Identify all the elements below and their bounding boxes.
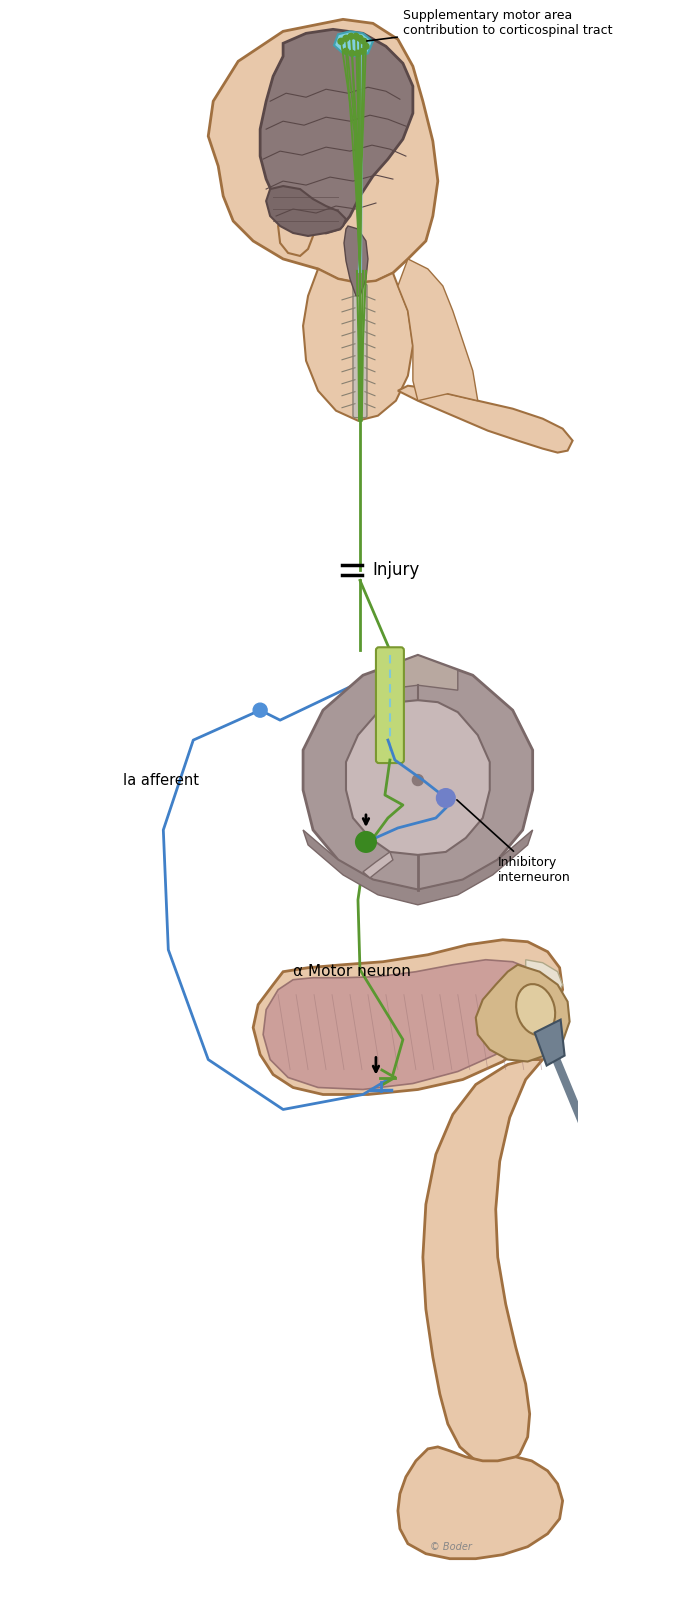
Polygon shape <box>266 186 346 236</box>
FancyBboxPatch shape <box>353 284 367 417</box>
Polygon shape <box>260 29 413 233</box>
Text: Injury: Injury <box>372 561 419 579</box>
Polygon shape <box>363 852 393 877</box>
Polygon shape <box>303 829 532 905</box>
Polygon shape <box>423 1060 543 1466</box>
Text: Inhibitory
interneuron: Inhibitory interneuron <box>457 800 571 884</box>
Circle shape <box>437 789 455 807</box>
Circle shape <box>357 35 363 42</box>
Polygon shape <box>334 32 373 56</box>
Circle shape <box>360 48 366 55</box>
Circle shape <box>353 34 359 40</box>
Circle shape <box>348 34 354 40</box>
Circle shape <box>338 38 344 45</box>
Circle shape <box>355 50 361 56</box>
Polygon shape <box>398 1447 563 1559</box>
Circle shape <box>349 50 355 56</box>
FancyBboxPatch shape <box>376 648 404 764</box>
Text: α Motor neuron: α Motor neuron <box>293 964 411 978</box>
Polygon shape <box>303 656 532 890</box>
Circle shape <box>412 775 423 786</box>
Polygon shape <box>209 19 438 282</box>
Polygon shape <box>263 959 543 1089</box>
Polygon shape <box>476 964 569 1062</box>
Circle shape <box>343 48 349 55</box>
Polygon shape <box>398 258 477 401</box>
Ellipse shape <box>516 985 555 1035</box>
Circle shape <box>253 703 267 717</box>
Polygon shape <box>534 1020 565 1065</box>
Polygon shape <box>278 200 313 257</box>
Circle shape <box>361 38 367 45</box>
Polygon shape <box>303 269 413 420</box>
Polygon shape <box>344 226 368 295</box>
Text: Ia afferent: Ia afferent <box>123 773 200 788</box>
Circle shape <box>356 832 376 852</box>
Circle shape <box>343 35 349 42</box>
Polygon shape <box>525 959 563 994</box>
Text: © Boder: © Boder <box>430 1541 472 1551</box>
Polygon shape <box>253 940 563 1094</box>
Polygon shape <box>346 701 490 855</box>
Polygon shape <box>398 385 573 452</box>
Polygon shape <box>378 656 458 690</box>
Circle shape <box>363 43 369 50</box>
Text: Supplementary motor area
contribution to corticospinal tract: Supplementary motor area contribution to… <box>367 10 613 42</box>
